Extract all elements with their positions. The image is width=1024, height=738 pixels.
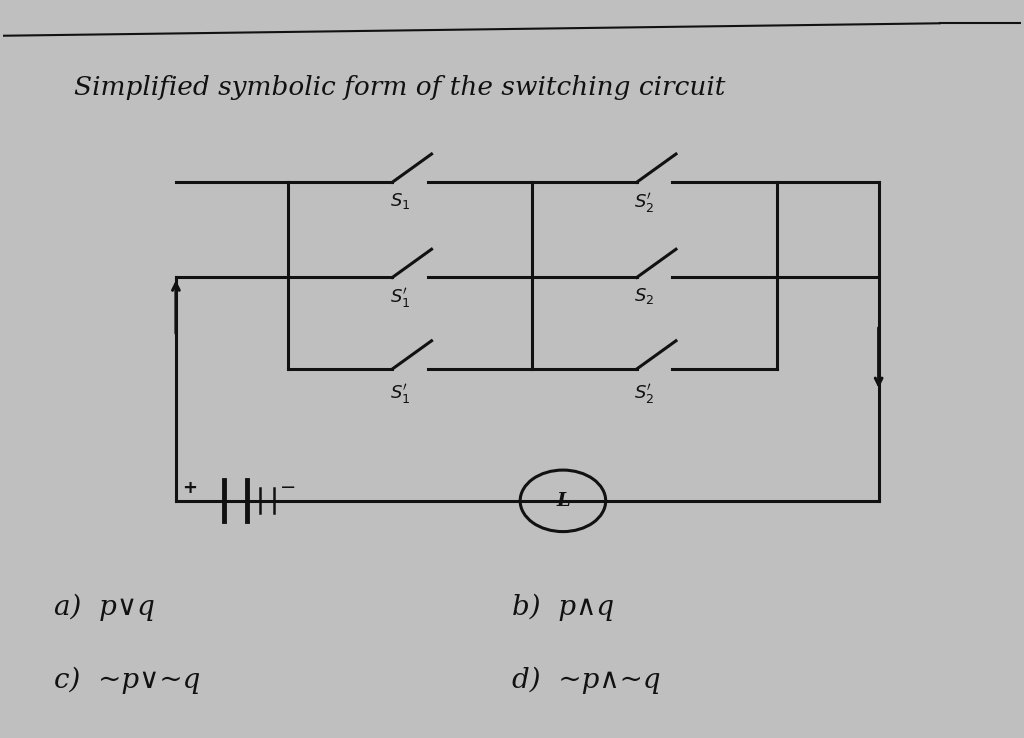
Text: $S_1'$: $S_1'$: [390, 382, 411, 406]
Text: b)  p∧q: b) p∧q: [512, 593, 614, 621]
Text: $S_2'$: $S_2'$: [634, 191, 654, 215]
Text: d)  ~p∧~q: d) ~p∧~q: [512, 666, 660, 694]
Text: L: L: [556, 492, 569, 510]
Text: a)  p∨q: a) p∨q: [53, 593, 155, 621]
Text: $S_1'$: $S_1'$: [390, 286, 411, 310]
Text: $S_1$: $S_1$: [390, 191, 411, 211]
Text: Simplified symbolic form of the switching circuit: Simplified symbolic form of the switchin…: [74, 75, 725, 100]
Text: +: +: [181, 479, 197, 497]
Text: c)  ~p∨~q: c) ~p∨~q: [53, 666, 200, 694]
Text: $S_2$: $S_2$: [634, 286, 654, 306]
Text: −: −: [280, 478, 296, 497]
Text: $S_2'$: $S_2'$: [634, 382, 654, 406]
